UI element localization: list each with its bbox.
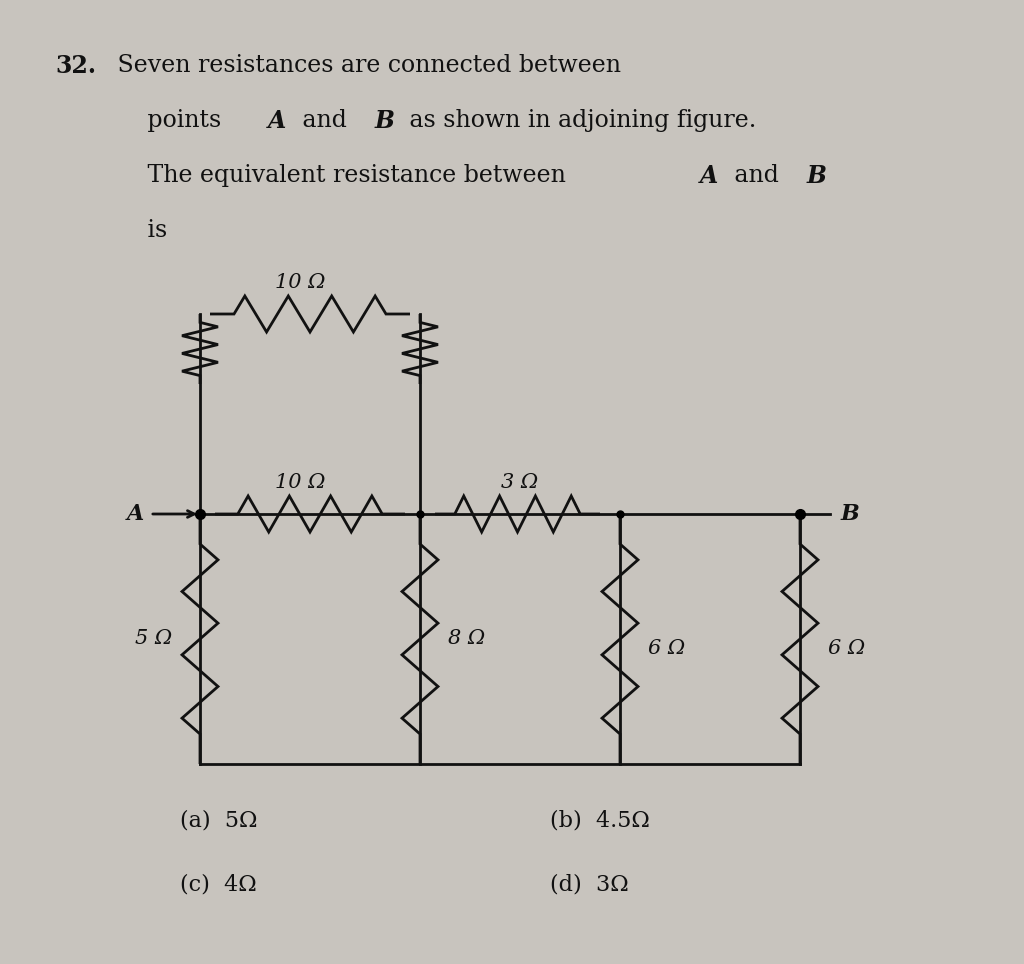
Text: 5 Ω: 5 Ω: [135, 629, 172, 649]
Text: 10 Ω: 10 Ω: [274, 273, 326, 292]
Text: A: A: [700, 164, 719, 188]
Text: (a)  5Ω: (a) 5Ω: [180, 809, 257, 831]
Text: points: points: [110, 109, 228, 132]
Text: as shown in adjoining figure.: as shown in adjoining figure.: [402, 109, 757, 132]
Text: B: B: [841, 503, 859, 525]
Text: 6 Ω: 6 Ω: [828, 639, 865, 658]
Text: (c)  4Ω: (c) 4Ω: [180, 874, 257, 896]
Text: A: A: [268, 109, 287, 133]
Text: A: A: [126, 503, 143, 525]
Text: 3 Ω: 3 Ω: [502, 473, 539, 492]
Text: Seven resistances are connected between: Seven resistances are connected between: [110, 54, 621, 77]
Text: 10 Ω: 10 Ω: [274, 473, 326, 492]
Text: and: and: [295, 109, 354, 132]
Text: 8 Ω: 8 Ω: [449, 629, 485, 649]
Text: 6 Ω: 6 Ω: [648, 639, 685, 658]
Text: (d)  3Ω: (d) 3Ω: [550, 874, 629, 896]
Text: and: and: [727, 164, 786, 187]
Text: (b)  4.5Ω: (b) 4.5Ω: [550, 809, 650, 831]
Text: is: is: [110, 219, 167, 242]
Text: The equivalent resistance between: The equivalent resistance between: [110, 164, 573, 187]
Text: 32.: 32.: [55, 54, 96, 78]
Text: B: B: [807, 164, 827, 188]
Text: B: B: [375, 109, 395, 133]
